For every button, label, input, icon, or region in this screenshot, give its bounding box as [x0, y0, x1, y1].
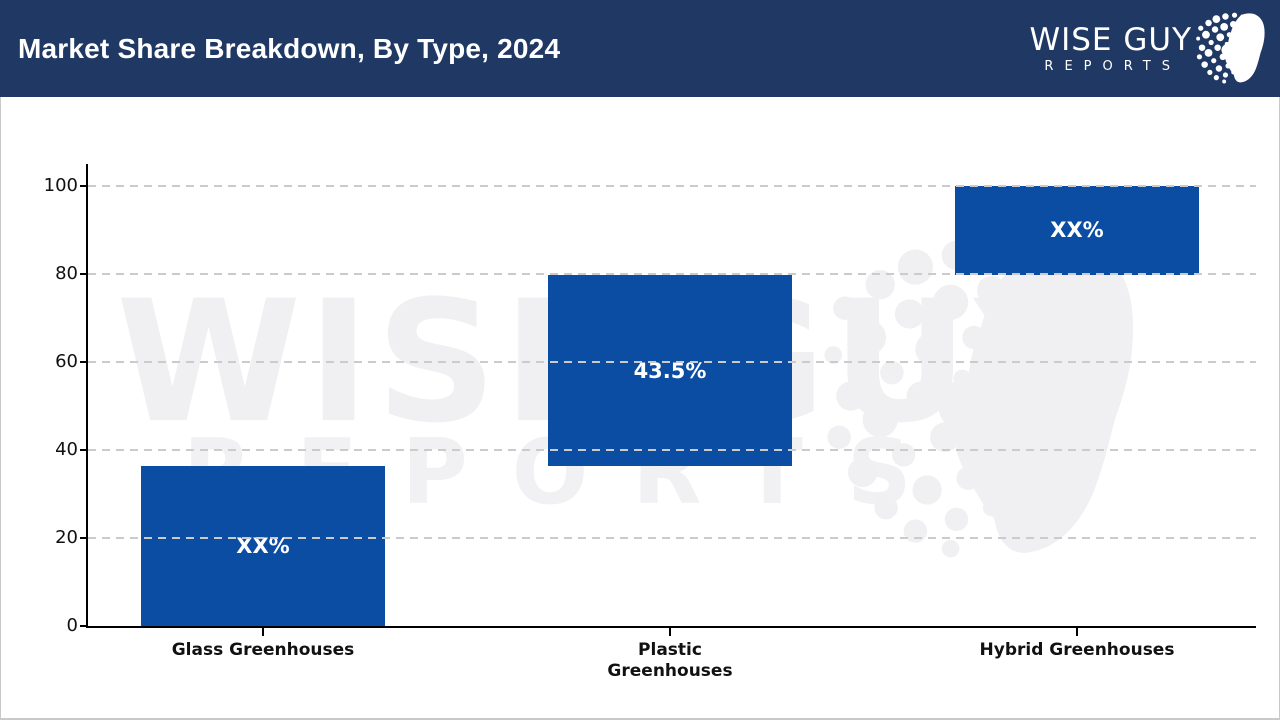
y-tick-mark — [80, 537, 88, 539]
y-gridline — [88, 185, 1256, 187]
logo-wordmark: WISE GUY — [1029, 21, 1192, 58]
x-tick-mark — [669, 628, 671, 636]
y-gridline — [88, 361, 1256, 363]
bar-segment: XX% — [955, 186, 1199, 275]
y-tick-mark — [80, 185, 88, 187]
wiseguy-face-icon — [1196, 12, 1265, 83]
x-tick-mark — [1076, 628, 1078, 636]
y-tick-mark — [80, 449, 88, 451]
wiseguy-logo-text: WISE GUY REPORTS — [1029, 21, 1192, 74]
logo-subtext: REPORTS — [1044, 58, 1182, 74]
y-tick-mark — [80, 625, 88, 627]
y-tick-label: 0 — [66, 615, 78, 636]
page-border-bottom — [0, 718, 1280, 720]
bar-value-label: XX% — [1050, 218, 1104, 243]
y-tick-label: 60 — [55, 351, 78, 372]
y-axis-line — [86, 164, 88, 628]
bar-segment: 43.5% — [548, 274, 792, 467]
wiseguy-logo: WISE GUY REPORTS — [1029, 10, 1266, 88]
x-category-label: Hybrid Greenhouses — [979, 640, 1175, 660]
x-tick-mark — [262, 628, 264, 636]
bar-segment: XX% — [141, 466, 385, 626]
y-gridline — [88, 449, 1256, 451]
x-category-label: Plastic Greenhouses — [607, 640, 733, 681]
chart-title: Market Share Breakdown, By Type, 2024 — [18, 32, 561, 64]
page-border-left — [0, 97, 1, 720]
x-axis-line — [86, 626, 1256, 628]
y-tick-label: 80 — [55, 263, 78, 284]
header: Market Share Breakdown, By Type, 2024 WI… — [0, 0, 1280, 97]
y-tick-mark — [80, 361, 88, 363]
y-tick-label: 100 — [43, 175, 78, 196]
y-gridline — [88, 537, 1256, 539]
x-category-label: Glass Greenhouses — [171, 640, 355, 660]
y-tick-label: 40 — [55, 439, 78, 460]
y-tick-label: 20 — [55, 527, 78, 548]
y-tick-mark — [80, 273, 88, 275]
y-gridline — [88, 273, 1256, 275]
